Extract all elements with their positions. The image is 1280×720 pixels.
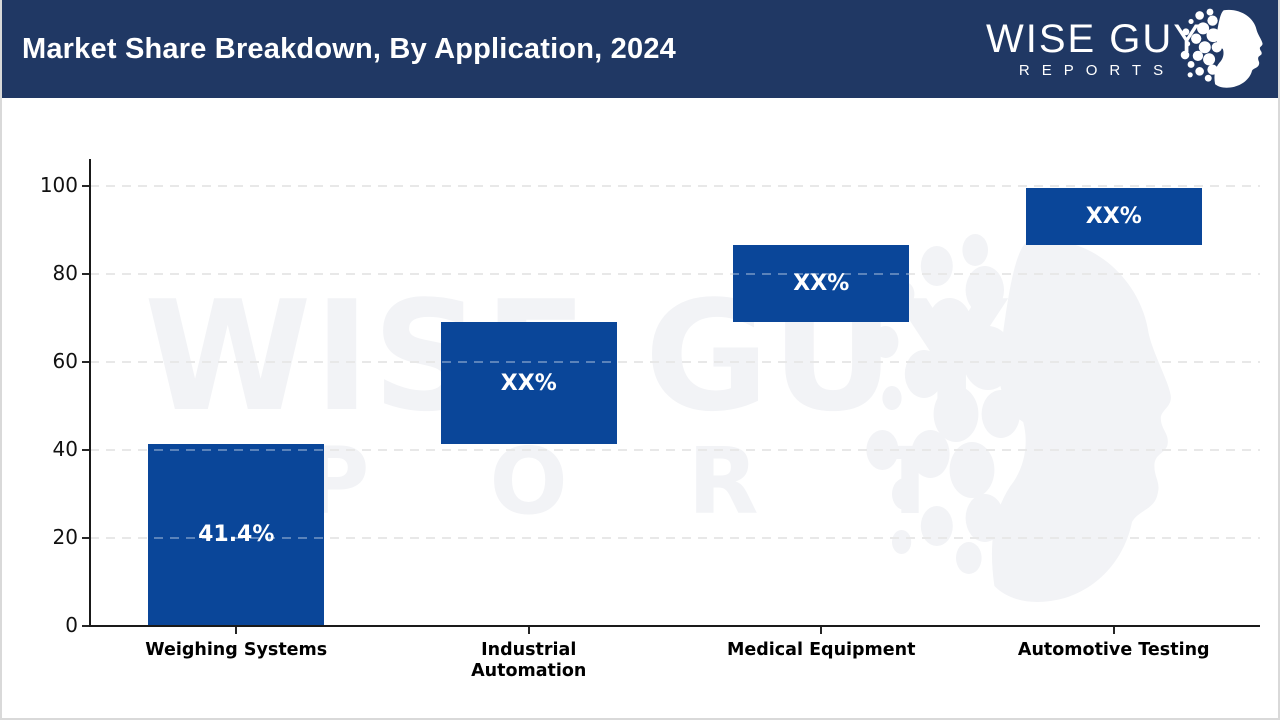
waterfall-bar-2: XX% (440, 322, 617, 444)
waterfall-bar-1: 41.4% (148, 443, 325, 626)
y-tick-label: 60 (52, 349, 78, 373)
y-tick-mark (82, 537, 90, 539)
gridline (90, 361, 1260, 363)
bar-value-label: XX% (500, 370, 557, 396)
waterfall-bar-4: XX% (1025, 188, 1202, 246)
x-axis-line (89, 625, 1260, 627)
x-category-label: Automotive Testing (1017, 640, 1210, 660)
bar-value-label: 41.4% (198, 522, 275, 548)
watermark-head-icon (866, 234, 1171, 602)
brand-logo-text: WISE GUY REPORTS (986, 19, 1202, 79)
x-tick-mark (820, 626, 823, 634)
y-tick-mark (82, 273, 90, 275)
gridline-overlay (90, 185, 1260, 187)
gridline-overlay (90, 273, 1260, 275)
page-title: Market Share Breakdown, By Application, … (22, 32, 676, 65)
x-category-label: Industrial Automation (471, 640, 587, 681)
y-tick-mark (82, 361, 90, 363)
x-tick-mark (1112, 626, 1115, 634)
brand-logo: WISE GUY REPORTS (986, 6, 1268, 92)
x-tick-mark (527, 626, 530, 634)
head-profile-icon (1180, 8, 1263, 88)
y-tick-label: 80 (52, 261, 78, 285)
y-tick-label: 40 (52, 437, 78, 461)
y-tick-mark (82, 625, 90, 627)
bar-value-label: XX% (1085, 204, 1142, 230)
y-tick-label: 0 (65, 613, 78, 637)
y-tick-label: 20 (52, 525, 78, 549)
gridline-overlay (90, 449, 1260, 451)
y-tick-mark (82, 185, 90, 187)
gridline-overlay (90, 361, 1260, 363)
x-category-label: Weighing Systems (145, 640, 328, 660)
bar-value-label: XX% (793, 271, 850, 297)
header-bar: Market Share Breakdown, By Application, … (2, 0, 1278, 98)
y-axis-line (89, 159, 91, 627)
gridline-overlay (90, 537, 1260, 539)
x-tick-mark (235, 626, 238, 634)
gridline (90, 185, 1260, 187)
y-tick-label: 100 (39, 173, 78, 197)
gridline (90, 273, 1260, 275)
brand-subname: REPORTS (1018, 62, 1176, 79)
y-tick-mark (82, 449, 90, 451)
brand-name: WISE GUY (985, 17, 1202, 61)
x-category-label: Medical Equipment (727, 640, 916, 660)
waterfall-bar-3: XX% (733, 245, 910, 323)
gridline (90, 537, 1260, 539)
gridline (90, 449, 1260, 451)
